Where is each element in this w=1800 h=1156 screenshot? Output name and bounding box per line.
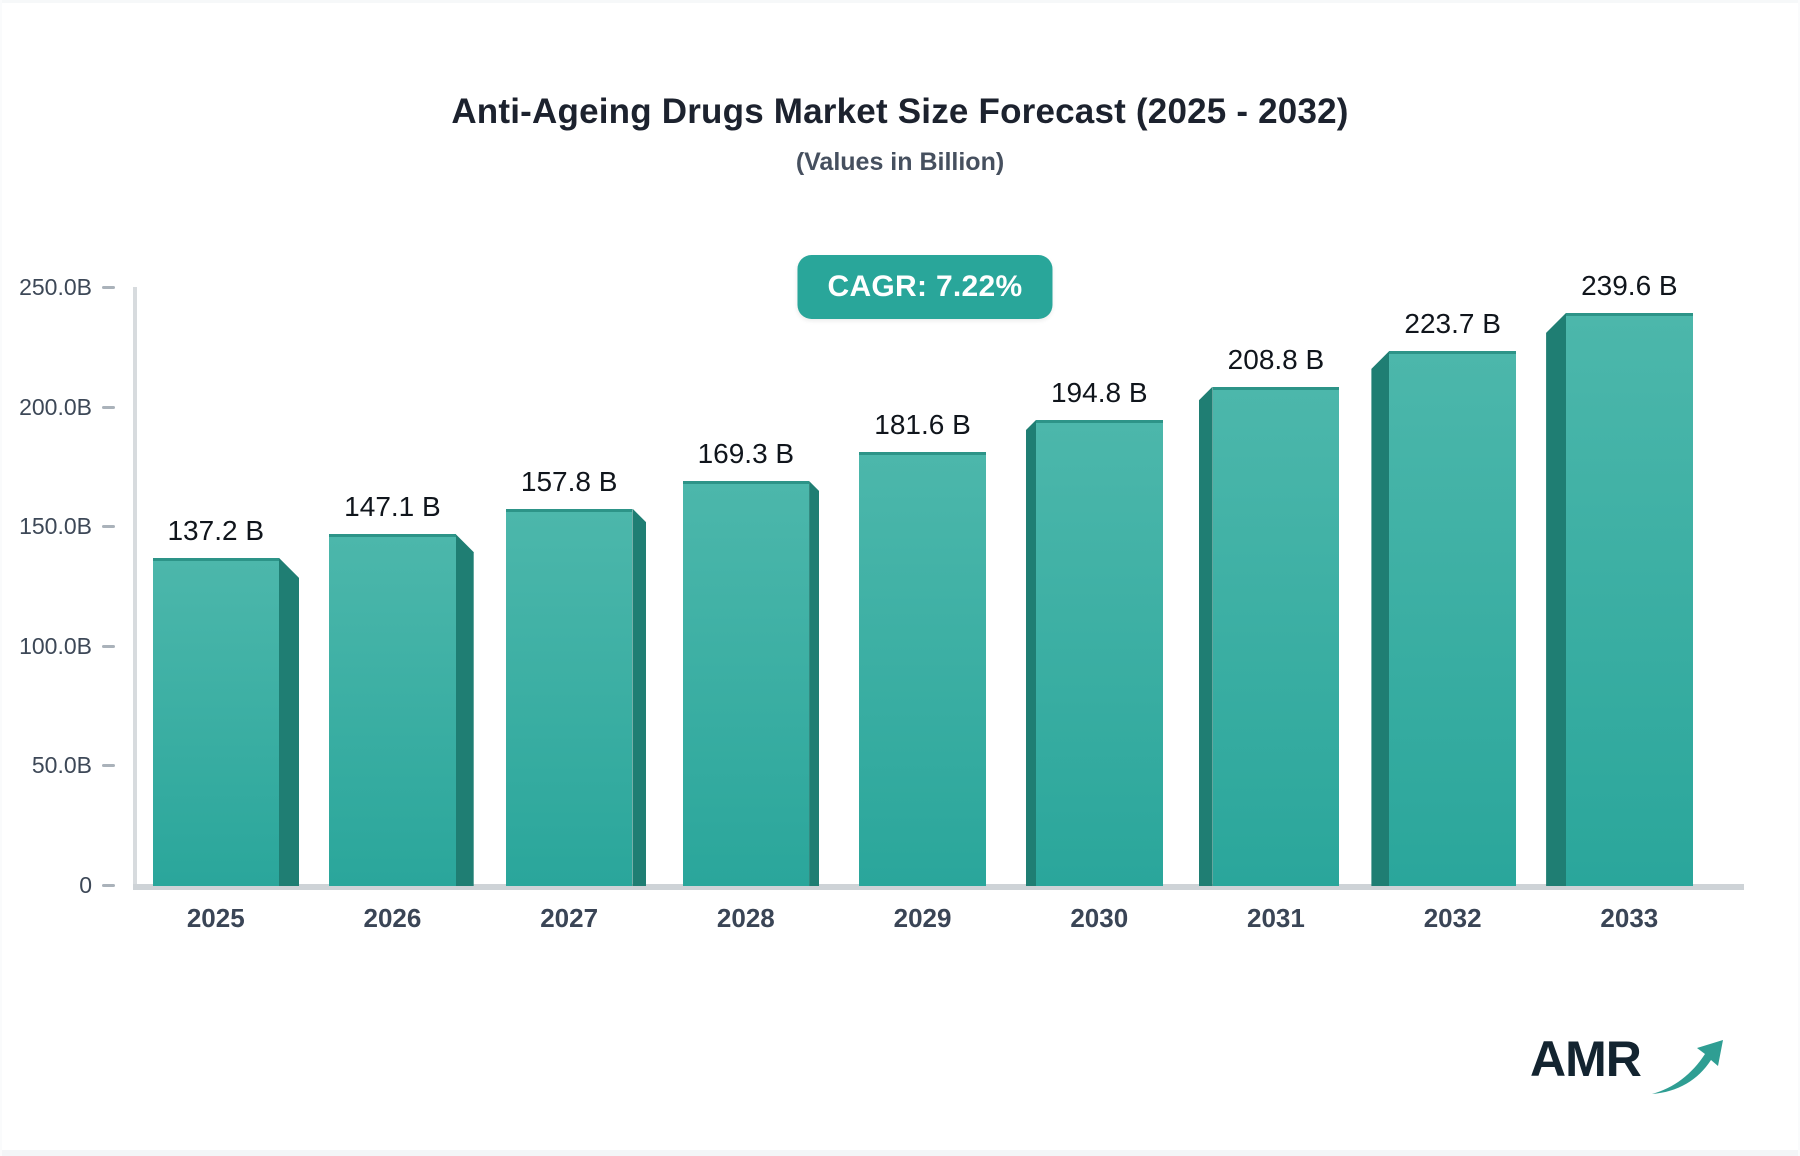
bar-side-2032: [1371, 350, 1390, 886]
y-tick-mark: [102, 884, 115, 887]
bar-value-label: 208.8 B: [1227, 343, 1325, 375]
bar-2033: [1566, 312, 1693, 886]
growth-arrow-icon: [1652, 1040, 1723, 1094]
cagr-badge: CAGR: 7.22%: [797, 255, 1053, 319]
bar-side-2028: [809, 481, 820, 886]
chart-title: Anti-Ageing Drugs Market Size Forecast (…: [451, 92, 1349, 131]
y-tick-label: 200.0B: [19, 393, 92, 420]
y-tick-mark: [102, 764, 115, 768]
bar-2026: [329, 534, 456, 886]
bar-value-label: 223.7 B: [1404, 307, 1501, 339]
x-tick-label: 2033: [1600, 903, 1659, 933]
x-tick-label: 2031: [1247, 903, 1305, 933]
y-tick-label: 0: [79, 872, 92, 898]
y-tick-label: 50.0B: [31, 752, 92, 779]
y-tick-label: 150.0B: [19, 513, 92, 540]
bar-side-2027: [632, 508, 647, 886]
bar-value-label: 137.2 B: [167, 514, 265, 546]
y-tick-label: 100.0B: [19, 632, 92, 659]
bar-value-label: 147.1 B: [344, 491, 441, 523]
bar-side-2025: [279, 557, 299, 886]
bar-side-2026: [455, 534, 474, 886]
bar-value-label: 157.8 B: [520, 465, 618, 497]
y-tick-label: 250.0B: [19, 274, 92, 300]
bar-value-label: 169.3 B: [697, 438, 795, 470]
y-tick-mark: [102, 405, 115, 409]
bar-value-label: 194.8 B: [1050, 377, 1148, 409]
x-tick-label: 2028: [716, 903, 775, 933]
y-tick-mark: [102, 286, 115, 289]
chart-subtitle: (Values in Billion): [795, 148, 1005, 176]
bar-value-label: 239.6 B: [1581, 269, 1678, 301]
x-tick-label: 2029: [893, 903, 952, 933]
amr-logo-text: AMR: [1530, 1031, 1642, 1087]
bar-2027: [505, 508, 633, 886]
x-tick-label: 2032: [1423, 903, 1482, 933]
x-axis-line: [133, 884, 1744, 890]
bar-2030: [1036, 420, 1163, 886]
y-tick-mark: [102, 644, 115, 648]
x-tick-label: 2026: [363, 903, 422, 933]
bar-2029: [859, 451, 986, 886]
bar-side-2033: [1546, 312, 1567, 886]
bar-value-label: 181.6 B: [874, 408, 971, 440]
bar-2025: [152, 557, 279, 886]
bar-2028: [682, 481, 810, 886]
x-tick-label: 2025: [186, 903, 245, 933]
x-tick-label: 2027: [540, 903, 599, 933]
bar-side-2030: [1026, 420, 1036, 886]
bar-side-2031: [1198, 386, 1213, 886]
bar-2031: [1212, 386, 1340, 886]
amr-logo: AMR: [1530, 1030, 1730, 1110]
y-axis-line: [133, 287, 137, 890]
x-tick-label: 2030: [1070, 903, 1129, 933]
y-tick-mark: [102, 525, 115, 529]
bar-2032: [1389, 350, 1516, 886]
